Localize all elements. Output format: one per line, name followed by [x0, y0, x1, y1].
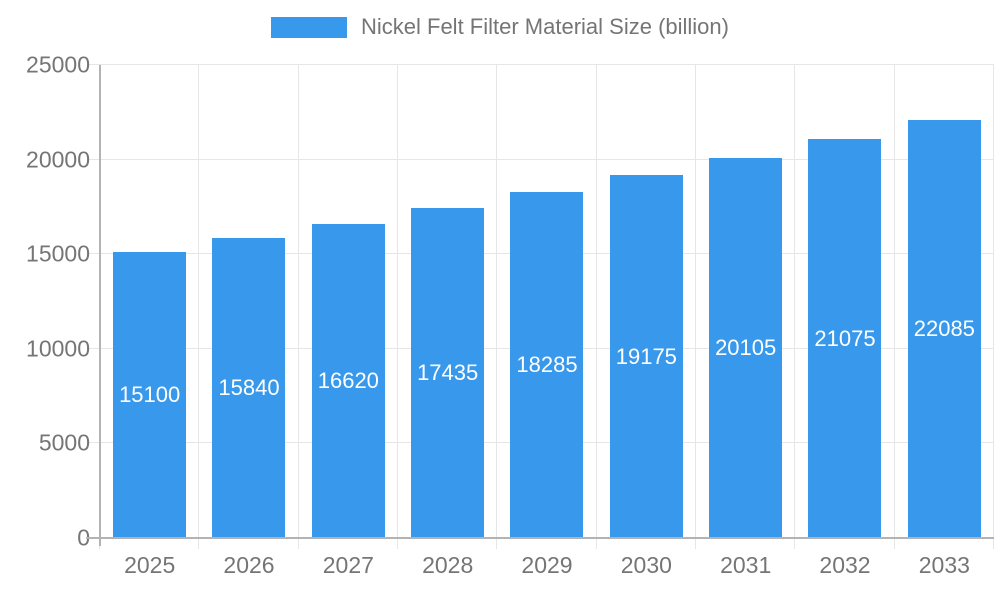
bar-value-label: 15100: [119, 382, 181, 408]
gridline-v: [496, 65, 498, 538]
y-tick: [88, 158, 100, 160]
bar-value-label: 21075: [814, 325, 876, 351]
legend-label: Nickel Felt Filter Material Size (billio…: [361, 14, 729, 39]
bar-2028[interactable]: 17435: [411, 208, 485, 538]
x-axis-line: [86, 537, 994, 539]
x-tick: [198, 539, 200, 549]
x-tick: [893, 539, 895, 549]
x-tick-label: 2033: [918, 552, 970, 578]
gridline-v: [993, 65, 994, 538]
plot-area: 15100 15840 16620 17435 18285 19175 20105 21075…: [86, 64, 994, 549]
x-tick-label: 2030: [620, 552, 672, 578]
y-tick: [88, 64, 100, 65]
bar-2031[interactable]: 20105: [709, 157, 783, 538]
x-tick-label: 2028: [422, 552, 474, 578]
bar-value-label: 22085: [913, 316, 975, 342]
y-tick: [88, 442, 100, 444]
x-tick-label: 2031: [720, 552, 772, 578]
x-tick: [595, 539, 597, 549]
bar-2030[interactable]: 19175: [609, 175, 683, 538]
gridline-v: [595, 65, 597, 538]
x-tick-label: 2029: [521, 552, 573, 578]
x-tick-label: 2027: [322, 552, 374, 578]
x-tick: [496, 539, 498, 549]
x-tick-label: 2026: [223, 552, 275, 578]
bar-value-label: 19175: [615, 343, 677, 369]
gridline-v: [794, 65, 796, 538]
gridline-v: [694, 65, 696, 538]
y-tick-label: 20000: [26, 146, 90, 173]
x-tick: [694, 539, 696, 549]
legend-swatch: [271, 16, 347, 38]
gridline-h: [100, 158, 994, 160]
gridline-v: [198, 65, 200, 538]
gridline-h: [100, 64, 994, 65]
bar-2027[interactable]: 16620: [311, 223, 385, 538]
gridline-v: [297, 65, 299, 538]
y-tick-label: 5000: [38, 429, 90, 456]
gridline-v: [893, 65, 895, 538]
y-axis-line: [99, 65, 101, 546]
y-tick: [88, 253, 100, 255]
y-tick-label: 15000: [26, 240, 90, 267]
x-tick: [993, 539, 994, 549]
x-tick: [396, 539, 398, 549]
legend[interactable]: Nickel Felt Filter Material Size (billio…: [0, 14, 1000, 40]
x-tick: [297, 539, 299, 549]
bar-2029[interactable]: 18285: [510, 192, 584, 538]
y-tick: [88, 347, 100, 349]
x-tick-label: 2032: [819, 552, 871, 578]
bar-2025[interactable]: 15100: [113, 252, 187, 538]
bar-value-label: 15840: [218, 375, 280, 401]
y-tick-label: 25000: [26, 51, 90, 78]
bar-value-label: 16620: [317, 367, 379, 393]
bar-2026[interactable]: 15840: [212, 238, 286, 538]
x-tick: [794, 539, 796, 549]
bar-value-label: 17435: [417, 360, 479, 386]
bar-value-label: 18285: [516, 352, 578, 378]
x-tick-label: 2025: [124, 552, 176, 578]
bar-2032[interactable]: 21075: [808, 139, 882, 538]
y-tick-label: 0: [77, 524, 90, 551]
gridline-v: [396, 65, 398, 538]
bar-value-label: 20105: [715, 334, 777, 360]
bar-2033[interactable]: 22085: [907, 120, 981, 538]
y-tick-label: 10000: [26, 335, 90, 362]
